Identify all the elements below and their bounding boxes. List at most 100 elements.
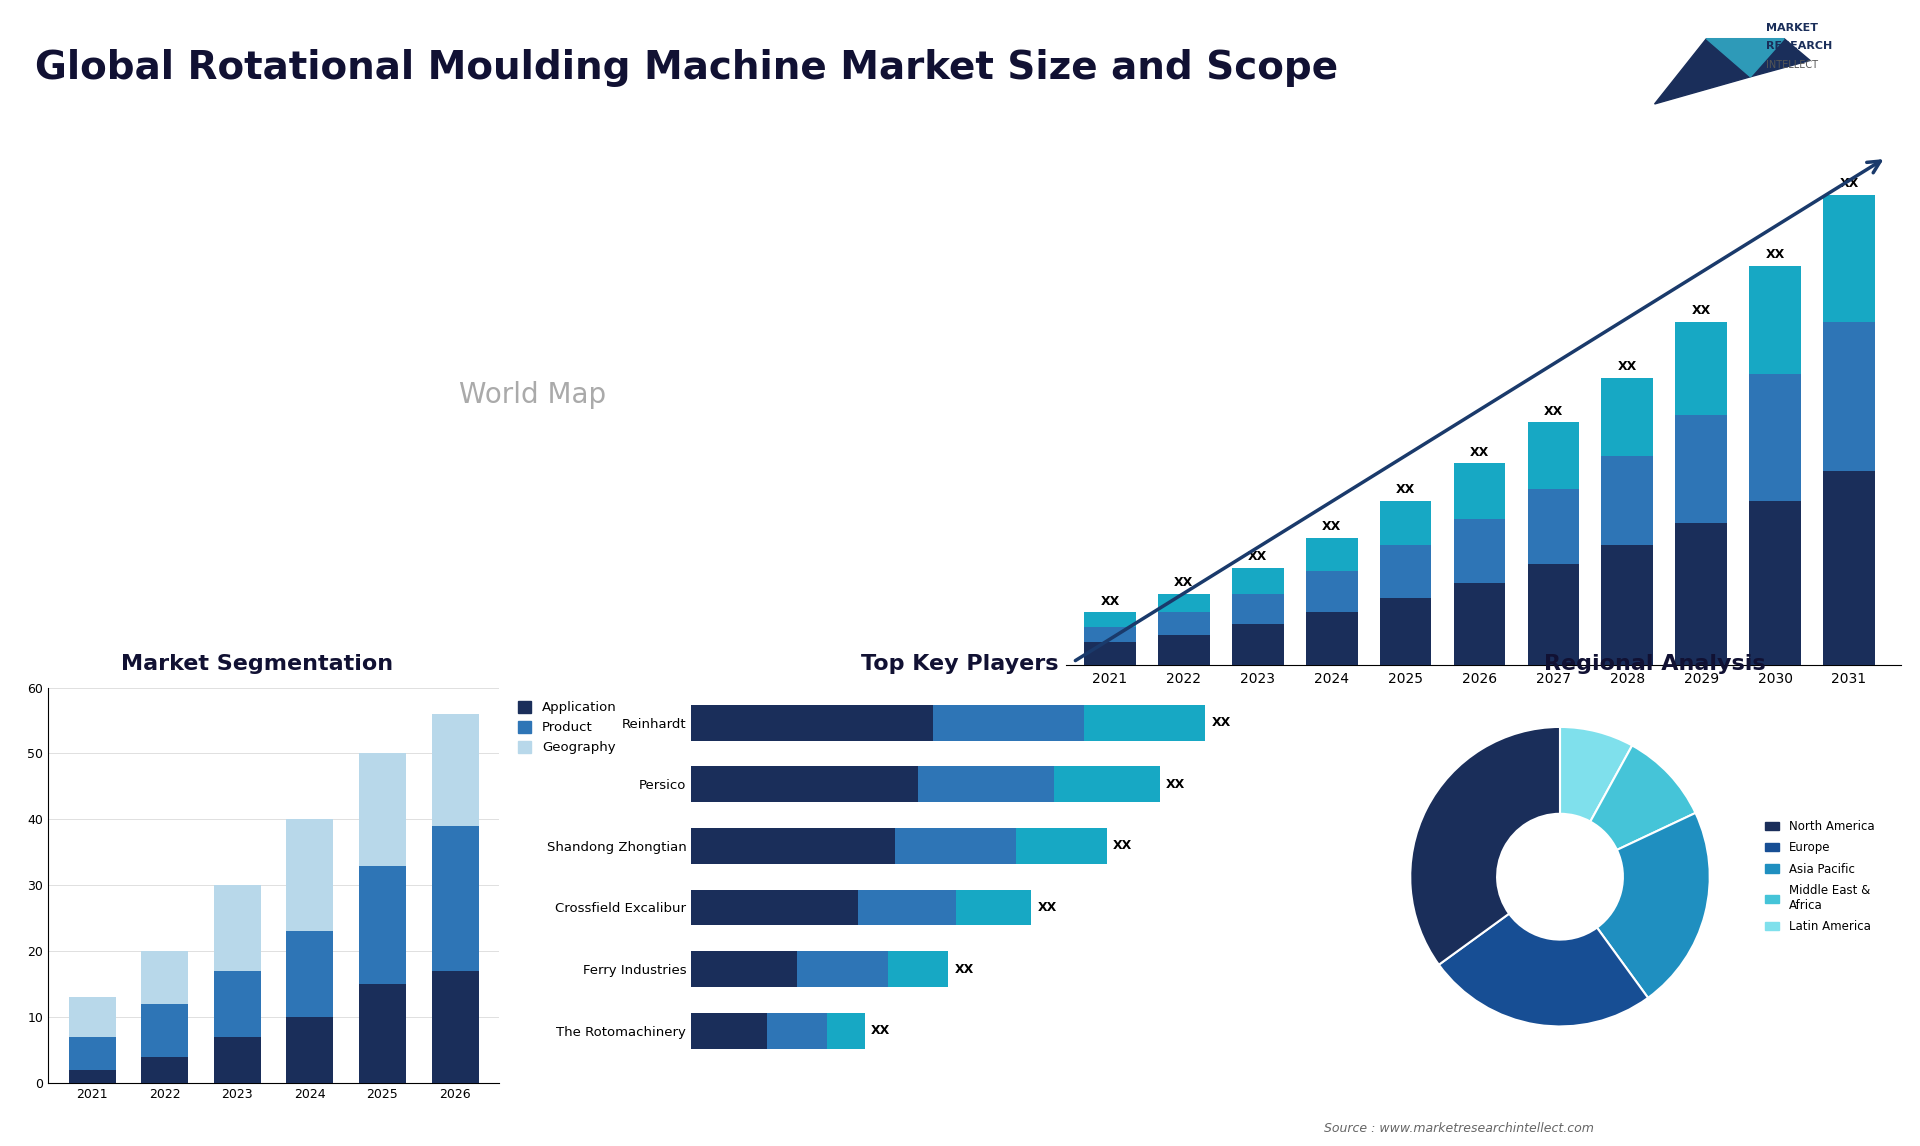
Bar — [1749, 266, 1801, 374]
Text: XX: XX — [954, 963, 973, 975]
Bar — [1453, 582, 1505, 665]
Bar — [691, 889, 858, 925]
Text: XX: XX — [1175, 576, 1194, 589]
Text: XX: XX — [1114, 839, 1133, 853]
Bar — [1528, 564, 1580, 665]
Text: XX: XX — [1544, 405, 1563, 418]
Bar — [1528, 489, 1580, 564]
Bar — [1158, 612, 1210, 635]
Wedge shape — [1438, 913, 1647, 1027]
Bar — [1676, 322, 1728, 415]
Bar — [213, 885, 261, 971]
Bar — [286, 1018, 334, 1083]
Text: XX: XX — [1471, 446, 1490, 458]
Text: XX: XX — [1100, 595, 1119, 609]
Text: XX: XX — [1396, 484, 1415, 496]
Bar — [432, 714, 478, 826]
Bar — [1601, 456, 1653, 545]
Polygon shape — [1707, 39, 1784, 77]
Bar — [828, 1013, 866, 1049]
Bar — [213, 971, 261, 1037]
Bar — [1601, 377, 1653, 456]
Text: Regional Analysis: Regional Analysis — [1544, 654, 1766, 674]
Wedge shape — [1559, 727, 1632, 822]
Bar — [1233, 623, 1284, 665]
Text: XX: XX — [1248, 550, 1267, 564]
Bar — [1676, 523, 1728, 665]
Bar — [1054, 767, 1160, 802]
Bar — [1085, 627, 1137, 642]
Wedge shape — [1411, 727, 1561, 965]
Wedge shape — [1597, 813, 1709, 998]
Text: XX: XX — [1839, 178, 1859, 190]
Bar — [213, 1037, 261, 1083]
Bar — [1380, 501, 1432, 545]
Bar — [956, 889, 1031, 925]
Bar — [1453, 519, 1505, 582]
Text: Market Segmentation: Market Segmentation — [121, 654, 394, 674]
Text: XX: XX — [1766, 249, 1786, 261]
Bar — [1306, 572, 1357, 612]
Bar — [1528, 423, 1580, 489]
Text: World Map: World Map — [459, 382, 607, 409]
Bar — [1380, 597, 1432, 665]
Bar — [1453, 463, 1505, 519]
Bar — [140, 1004, 188, 1057]
Wedge shape — [1590, 745, 1695, 850]
Bar — [286, 932, 334, 1018]
Bar — [691, 767, 918, 802]
Bar — [691, 705, 933, 740]
Bar — [895, 829, 1016, 864]
Text: XX: XX — [1619, 360, 1638, 374]
Legend: Application, Product, Geography: Application, Product, Geography — [513, 696, 622, 760]
Bar — [1306, 612, 1357, 665]
Text: INTELLECT: INTELLECT — [1766, 60, 1818, 70]
Bar — [691, 829, 895, 864]
Bar — [797, 951, 887, 987]
Bar — [140, 951, 188, 1004]
Bar — [1676, 415, 1728, 523]
Bar — [140, 1057, 188, 1083]
Text: RESEARCH: RESEARCH — [1766, 41, 1832, 52]
Legend: North America, Europe, Asia Pacific, Middle East &
Africa, Latin America: North America, Europe, Asia Pacific, Mid… — [1761, 816, 1880, 937]
Bar — [359, 865, 407, 984]
Bar — [1306, 537, 1357, 572]
Bar — [918, 767, 1054, 802]
Bar — [1749, 374, 1801, 501]
Bar — [432, 971, 478, 1083]
Bar — [359, 984, 407, 1083]
Text: XX: XX — [1165, 778, 1185, 791]
Bar — [1085, 642, 1137, 665]
Bar — [69, 1070, 115, 1083]
Text: XX: XX — [1037, 901, 1056, 915]
Text: XX: XX — [1323, 520, 1342, 533]
Text: Source : www.marketresearchintellect.com: Source : www.marketresearchintellect.com — [1325, 1122, 1594, 1136]
Bar — [691, 951, 797, 987]
Bar — [887, 951, 948, 987]
Bar — [432, 826, 478, 971]
Text: XX: XX — [872, 1025, 891, 1037]
Polygon shape — [1751, 39, 1811, 77]
Bar — [359, 754, 407, 865]
Text: MARKET: MARKET — [1766, 23, 1818, 33]
Bar — [858, 889, 956, 925]
Polygon shape — [1655, 39, 1751, 104]
Bar — [1824, 471, 1876, 665]
Text: XX: XX — [1692, 304, 1711, 317]
Bar — [1085, 705, 1206, 740]
Bar — [1158, 635, 1210, 665]
Bar — [1749, 501, 1801, 665]
Bar — [286, 819, 334, 932]
Bar — [69, 1037, 115, 1070]
Bar — [1158, 594, 1210, 612]
Bar — [1016, 829, 1108, 864]
Bar — [933, 705, 1085, 740]
Bar — [69, 997, 115, 1037]
Bar — [1233, 567, 1284, 594]
Bar — [1233, 594, 1284, 623]
Text: XX: XX — [1212, 716, 1231, 729]
Bar — [1824, 195, 1876, 322]
Bar — [691, 1013, 766, 1049]
Bar — [766, 1013, 828, 1049]
Bar — [1380, 545, 1432, 597]
